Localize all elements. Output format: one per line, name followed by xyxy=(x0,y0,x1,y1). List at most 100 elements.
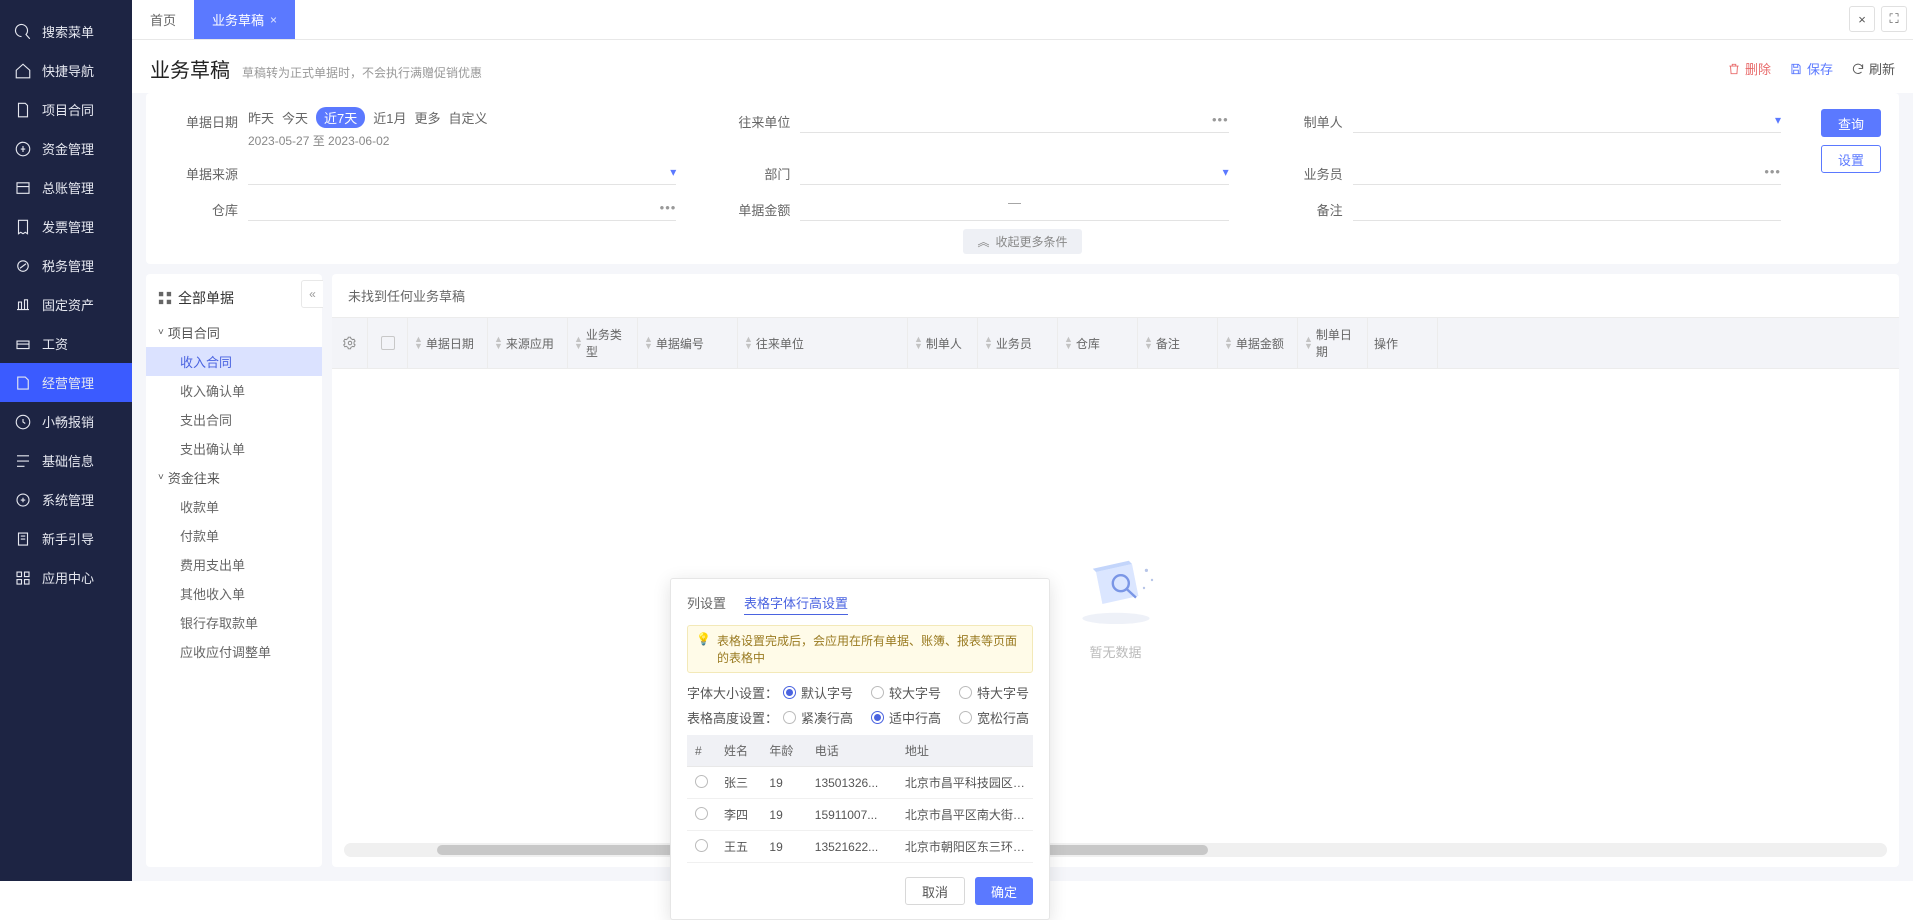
sort-icon: ▲▼ xyxy=(644,336,653,350)
cancel-button[interactable]: 取消 xyxy=(905,877,965,905)
dialog-tab-font[interactable]: 表格字体行高设置 xyxy=(744,593,848,615)
row-height-option[interactable]: 宽松行高 xyxy=(959,708,1029,727)
column-settings-button[interactable] xyxy=(332,318,368,368)
sidebar-item-info[interactable]: 基础信息 xyxy=(0,441,132,480)
tree-leaf[interactable]: 收入确认单 xyxy=(146,376,322,405)
font-size-option[interactable]: 较大字号 xyxy=(871,683,941,702)
sidebar-item-salary[interactable]: 工资 xyxy=(0,324,132,363)
table-column[interactable]: ▲▼制单日期 xyxy=(1298,318,1368,368)
radio-icon[interactable] xyxy=(695,775,708,788)
radio-icon xyxy=(871,711,884,724)
sidebar-item-guide[interactable]: 新手引导 xyxy=(0,519,132,558)
tab-home[interactable]: 首页 xyxy=(132,0,194,39)
select-all-checkbox[interactable] xyxy=(368,318,408,368)
sort-icon: ▲▼ xyxy=(1144,336,1153,350)
sidebar-item-biz[interactable]: 经营管理 xyxy=(0,363,132,402)
refresh-button[interactable]: 刷新 xyxy=(1851,59,1895,78)
warehouse-input[interactable]: ••• xyxy=(248,195,676,221)
sidebar-item-doc[interactable]: 项目合同 xyxy=(0,90,132,129)
source-select[interactable]: ▾ xyxy=(248,159,676,185)
collapse-tree-button[interactable]: « xyxy=(301,280,323,308)
remark-input[interactable] xyxy=(1353,195,1781,221)
tab-draft[interactable]: 业务草稿 × xyxy=(194,0,295,39)
save-button[interactable]: 保存 xyxy=(1789,59,1833,78)
tree-group[interactable]: ˅项目合同 xyxy=(146,318,322,347)
empty-illustration xyxy=(1066,548,1166,628)
delete-button[interactable]: 删除 xyxy=(1727,59,1771,78)
radio-icon xyxy=(959,711,972,724)
home-icon xyxy=(14,62,32,80)
salesman-input[interactable]: ••• xyxy=(1353,159,1781,185)
sidebar-item-invoice[interactable]: 发票管理 xyxy=(0,207,132,246)
font-size-option[interactable]: 默认字号 xyxy=(783,683,853,702)
row-height-option[interactable]: 紧凑行高 xyxy=(783,708,853,727)
preview-row: 王五1913521622...北京市朝阳区东三环北... xyxy=(687,831,1033,863)
date-quick-4[interactable]: 更多 xyxy=(415,108,441,127)
tree-leaf[interactable]: 费用支出单 xyxy=(146,550,322,579)
sidebar-item-ledger[interactable]: 总账管理 xyxy=(0,168,132,207)
tree-leaf[interactable]: 应收应付调整单 xyxy=(146,637,322,666)
sidebar-item-apps[interactable]: 应用中心 xyxy=(0,558,132,597)
doc-icon xyxy=(14,101,32,119)
table-column[interactable]: ▲▼来源应用 xyxy=(488,318,568,368)
dialog-tab-columns[interactable]: 列设置 xyxy=(687,593,726,615)
tree-leaf[interactable]: 收入合同 xyxy=(146,347,322,376)
sidebar-item-asset[interactable]: 固定资产 xyxy=(0,285,132,324)
sidebar-item-tax[interactable]: 税务管理 xyxy=(0,246,132,285)
table-column[interactable]: ▲▼备注 xyxy=(1138,318,1218,368)
tree-group[interactable]: ˅资金往来 xyxy=(146,463,322,492)
row-height-option[interactable]: 适中行高 xyxy=(871,708,941,727)
tree-leaf[interactable]: 收款单 xyxy=(146,492,322,521)
ok-button[interactable]: 确定 xyxy=(975,877,1033,905)
table-column[interactable]: ▲▼制单人 xyxy=(908,318,978,368)
date-quick-1[interactable]: 今天 xyxy=(282,108,308,127)
amount-input[interactable]: — xyxy=(800,195,1228,221)
horizontal-scrollbar[interactable] xyxy=(344,843,1887,857)
table-column[interactable]: ▲▼单据日期 xyxy=(408,318,488,368)
radio-icon[interactable] xyxy=(695,807,708,820)
table-settings-dialog: 列设置 表格字体行高设置 💡 表格设置完成后，会应用在所有单据、账簿、报表等页面… xyxy=(670,578,1050,920)
filter-partner: 往来单位 ••• xyxy=(716,107,1228,133)
tree-leaf[interactable]: 其他收入单 xyxy=(146,579,322,608)
tree-leaf[interactable]: 付款单 xyxy=(146,521,322,550)
table-column[interactable]: ▲▼仓库 xyxy=(1058,318,1138,368)
query-button[interactable]: 查询 xyxy=(1821,109,1881,137)
close-icon[interactable]: × xyxy=(270,13,277,27)
filter-maker: 制单人 ▾ xyxy=(1269,107,1781,133)
tree-leaf[interactable]: 支出合同 xyxy=(146,405,322,434)
partner-input[interactable]: ••• xyxy=(800,107,1228,133)
radio-icon[interactable] xyxy=(695,839,708,852)
sidebar-item-expense[interactable]: 小畅报销 xyxy=(0,402,132,441)
sidebar-item-search[interactable]: 搜索菜单 xyxy=(0,12,132,51)
table-column[interactable]: ▲▼单据金额 xyxy=(1218,318,1298,368)
date-quick-5[interactable]: 自定义 xyxy=(449,108,488,127)
bulb-icon: 💡 xyxy=(696,632,711,646)
grid-icon xyxy=(158,291,172,305)
sidebar-item-money[interactable]: 资金管理 xyxy=(0,129,132,168)
close-all-button[interactable]: × xyxy=(1849,6,1875,32)
tree-leaf[interactable]: 支出确认单 xyxy=(146,434,322,463)
table-column[interactable]: ▲▼业务员 xyxy=(978,318,1058,368)
date-quick-2[interactable]: 近7天 xyxy=(316,107,365,128)
tree-all-label[interactable]: 全部单据 xyxy=(178,288,234,308)
font-size-option[interactable]: 特大字号 xyxy=(959,683,1029,702)
sidebar-item-home[interactable]: 快捷导航 xyxy=(0,51,132,90)
table-column[interactable]: 操作 xyxy=(1368,318,1438,368)
table-column[interactable]: ▲▼业务类型 xyxy=(568,318,638,368)
setting-button[interactable]: 设置 xyxy=(1821,145,1881,173)
table-column[interactable]: ▲▼单据编号 xyxy=(638,318,738,368)
date-quick-picks: 昨天今天近7天近1月更多自定义 xyxy=(248,107,676,128)
collapse-filters-button[interactable]: ︽ 收起更多条件 xyxy=(963,229,1081,254)
chevron-down-icon: ˅ xyxy=(158,472,164,483)
sort-icon: ▲▼ xyxy=(1224,336,1233,350)
dept-select[interactable]: ▾ xyxy=(800,159,1228,185)
tree-leaf[interactable]: 银行存取款单 xyxy=(146,608,322,637)
maker-input[interactable]: ▾ xyxy=(1353,107,1781,133)
table-column[interactable]: ▲▼往来单位 xyxy=(738,318,908,368)
sidebar-item-system[interactable]: 系统管理 xyxy=(0,480,132,519)
date-quick-3[interactable]: 近1月 xyxy=(373,108,406,127)
dialog-banner: 💡 表格设置完成后，会应用在所有单据、账簿、报表等页面的表格中 xyxy=(687,625,1033,673)
date-quick-0[interactable]: 昨天 xyxy=(248,108,274,127)
filter-panel: 单据日期 昨天今天近7天近1月更多自定义 2023-05-27 至 2023-0… xyxy=(146,93,1899,264)
fullscreen-button[interactable]: ⛶ xyxy=(1881,6,1907,32)
